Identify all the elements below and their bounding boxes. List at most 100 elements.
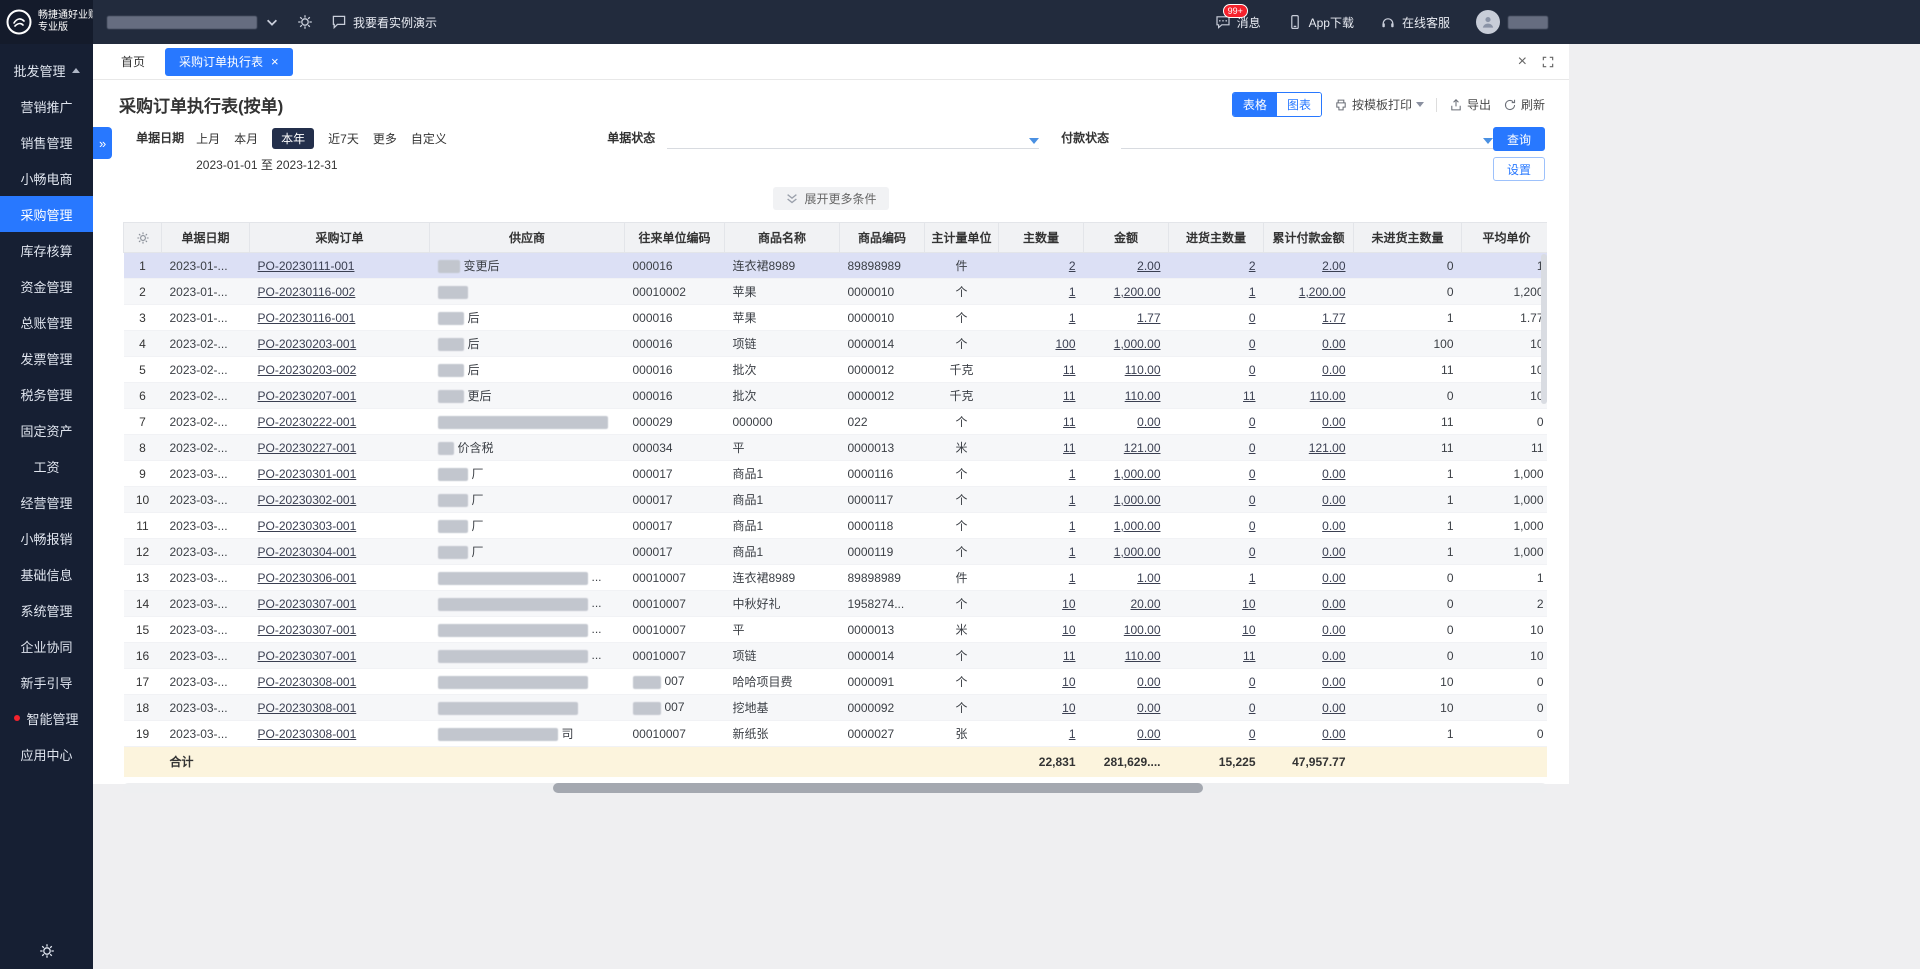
drill-link-recv[interactable]: 0 [1248, 440, 1256, 455]
view-chart-button[interactable]: 图表 [1276, 93, 1321, 116]
drill-link-paid[interactable]: 0.00 [1322, 674, 1346, 689]
drill-link-paid[interactable]: 0.00 [1322, 336, 1346, 351]
drill-link-paid[interactable]: 0.00 [1322, 596, 1346, 611]
drill-link-qty[interactable]: 1 [1068, 310, 1076, 325]
drill-link-po[interactable]: PO-20230304-001 [257, 544, 357, 559]
drill-link-paid[interactable]: 0.00 [1322, 700, 1346, 715]
sidebar-item-11[interactable]: 工资 [33, 459, 60, 475]
drill-link-amount[interactable]: 0.00 [1137, 414, 1161, 429]
drill-link-recv[interactable]: 0 [1248, 674, 1256, 689]
drill-link-amount[interactable]: 1,000.00 [1113, 518, 1161, 533]
column-header-code[interactable]: 往来单位编码 [624, 222, 725, 253]
table-row[interactable]: 11 2023-03-... PO-20230303-001 厂 000017 商品1 00… [123, 512, 1547, 539]
drill-link-recv[interactable]: 1 [1248, 284, 1256, 299]
drill-link-recv[interactable]: 0 [1248, 336, 1256, 351]
drill-link-po[interactable]: PO-20230203-001 [257, 336, 357, 351]
sidebar-item-14[interactable]: 基础信息 [20, 567, 73, 583]
view-table-button[interactable]: 表格 [1232, 93, 1277, 116]
sidebar-item-0[interactable]: 批发管理 [0, 52, 93, 88]
drill-link-po[interactable]: PO-20230308-001 [257, 674, 357, 689]
sidebar-item-3[interactable]: 小畅电商 [20, 171, 73, 187]
column-header-supplier[interactable]: 供应商 [429, 222, 625, 253]
drill-link-po[interactable]: PO-20230203-002 [257, 362, 357, 377]
expand-more-conditions[interactable]: 展开更多条件 [773, 187, 889, 210]
drill-link-amount[interactable]: 1,000.00 [1113, 492, 1161, 507]
date-option-2[interactable]: 本年 [272, 127, 315, 149]
sidebar-item-9[interactable]: 税务管理 [20, 387, 73, 403]
drill-link-qty[interactable]: 10 [1062, 622, 1076, 637]
tab-1[interactable]: 采购订单执行表 × [165, 47, 293, 76]
drill-link-recv[interactable]: 0 [1248, 466, 1256, 481]
drill-link-paid[interactable]: 110.00 [1309, 388, 1346, 403]
drill-link-recv[interactable]: 0 [1248, 492, 1256, 507]
drill-link-qty[interactable]: 1 [1068, 726, 1076, 741]
messages-button[interactable]: 99+ 消息 [1215, 3, 1261, 31]
sidebar-item-16[interactable]: 企业协同 [20, 639, 73, 655]
drill-link-po[interactable]: PO-20230306-001 [257, 570, 357, 585]
drill-link-po[interactable]: PO-20230302-001 [257, 492, 357, 507]
sidebar-item-10[interactable]: 固定资产 [20, 423, 73, 439]
drill-link-amount[interactable]: 1,200.00 [1113, 284, 1161, 299]
drill-link-po[interactable]: PO-20230207-001 [257, 388, 357, 403]
drill-link-qty[interactable]: 10 [1062, 596, 1076, 611]
workspace-settings-icon[interactable] [297, 14, 313, 30]
user-menu[interactable] [1476, 10, 1548, 34]
drill-link-po[interactable]: PO-20230303-001 [257, 518, 357, 533]
sidebar-item-1[interactable]: 营销推广 [20, 99, 73, 115]
tab-0[interactable]: 首页 [121, 55, 146, 69]
sidebar-item-15[interactable]: 系统管理 [20, 603, 73, 619]
drill-link-paid[interactable]: 0.00 [1322, 726, 1346, 741]
table-row[interactable]: 7 2023-02-... PO-20230222-001 000029 000000 0… [123, 408, 1547, 435]
drill-link-paid[interactable]: 0.00 [1322, 622, 1346, 637]
drill-link-po[interactable]: PO-20230111-001 [257, 258, 355, 273]
table-row[interactable]: 3 2023-01-... PO-20230116-001 后 000016 苹果 0000… [123, 304, 1547, 331]
date-option-1[interactable]: 本月 [234, 131, 259, 146]
drill-link-qty[interactable]: 1 [1068, 518, 1076, 533]
doc-status-select[interactable] [667, 127, 1040, 149]
column-header-unit[interactable]: 主计量单位 [924, 222, 999, 253]
print-button[interactable]: 按模板打印 [1334, 96, 1424, 113]
date-range-value[interactable]: 2023-01-01 至 2023-12-31 [196, 158, 338, 172]
drill-link-po[interactable]: PO-20230308-001 [257, 726, 357, 741]
close-icon[interactable]: × [1517, 52, 1527, 70]
table-row[interactable]: 13 2023-03-... PO-20230306-001... 00010007 连… [123, 564, 1547, 591]
drill-link-qty[interactable]: 10 [1062, 674, 1076, 689]
column-header-qty[interactable]: 主数量 [998, 222, 1084, 253]
table-row[interactable]: 5 2023-02-... PO-20230203-002 后 000016 批次 0000… [123, 356, 1547, 383]
drill-link-recv[interactable]: 0 [1248, 362, 1256, 377]
horizontal-scrollbar-thumb[interactable] [553, 782, 1203, 793]
column-header-po[interactable]: 采购订单 [249, 222, 430, 253]
drill-link-qty[interactable]: 11 [1063, 414, 1076, 429]
drill-link-qty[interactable]: 2 [1068, 258, 1076, 273]
column-header-notrecv[interactable]: 未进货主数量 [1353, 222, 1462, 253]
drill-link-recv[interactable]: 0 [1248, 414, 1256, 429]
sidebar-item-13[interactable]: 小畅报销 [20, 531, 73, 547]
drill-link-po[interactable]: PO-20230116-002 [257, 284, 356, 299]
drill-link-amount[interactable]: 1,000.00 [1113, 336, 1161, 351]
org-selector[interactable] [107, 15, 279, 29]
table-row[interactable]: 19 2023-03-... PO-20230308-001 司 00010007 新纸张… [123, 720, 1547, 747]
drill-link-paid[interactable]: 0.00 [1322, 362, 1346, 377]
table-row[interactable]: 8 2023-02-... PO-20230227-001 价含税 000034 平 000… [123, 434, 1547, 461]
sidebar-item-6[interactable]: 资金管理 [20, 279, 73, 295]
drill-link-amount[interactable]: 1.00 [1137, 570, 1161, 585]
horizontal-scrollbar[interactable] [123, 782, 1547, 793]
drill-link-recv[interactable]: 0 [1248, 726, 1256, 741]
table-row[interactable]: 16 2023-03-... PO-20230307-001... 00010007 项… [123, 642, 1547, 669]
sidebar-item-17[interactable]: 新手引导 [20, 675, 73, 691]
table-row[interactable]: 2 2023-01-... PO-20230116-002 00010002 苹果 000… [123, 278, 1547, 305]
sidebar-item-7[interactable]: 总账管理 [20, 315, 73, 331]
vertical-scrollbar[interactable] [1541, 254, 1547, 404]
drill-link-recv[interactable]: 10 [1242, 596, 1256, 611]
drill-link-qty[interactable]: 1 [1068, 570, 1076, 585]
drill-link-paid[interactable]: 0.00 [1322, 492, 1346, 507]
drill-link-po[interactable]: PO-20230308-001 [257, 700, 357, 715]
sidebar-item-19[interactable]: 应用中心 [20, 747, 73, 763]
sidebar-item-18[interactable]: 智能管理 [0, 700, 93, 736]
support-button[interactable]: 在线客服 [1380, 14, 1450, 31]
column-header-pcode[interactable]: 商品编码 [839, 222, 925, 253]
sidebar-item-5[interactable]: 库存核算 [20, 243, 73, 259]
demo-link[interactable]: 我要看实例演示 [331, 14, 437, 31]
table-row[interactable]: 1 2023-01-... PO-20230111-001 变更后 000016 连衣裙8… [123, 252, 1547, 279]
date-option-0[interactable]: 上月 [196, 131, 221, 146]
